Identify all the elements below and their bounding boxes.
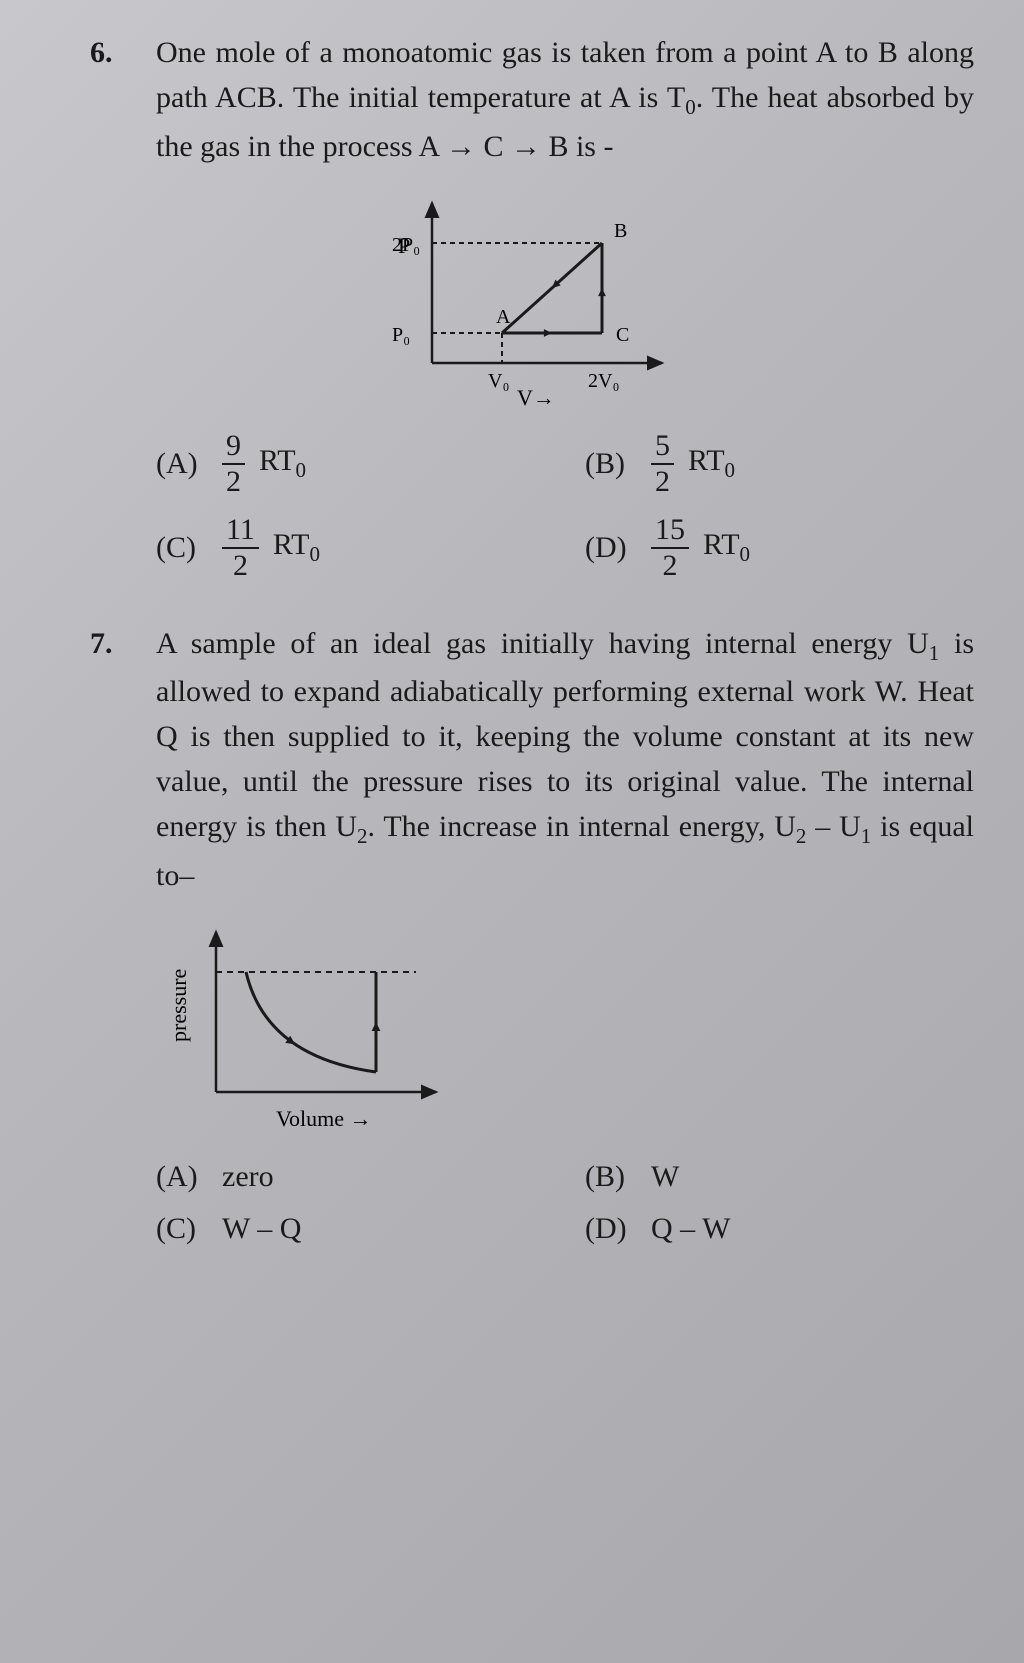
q6-option-a: (A) 9 2 RT0 <box>156 431 545 497</box>
q6-option-b: (B) 5 2 RT0 <box>585 431 974 497</box>
q6-option-c: (C) 11 2 RT0 <box>156 515 545 581</box>
q6-optB-sub: 0 <box>725 458 736 482</box>
question-6-row: 6. One mole of a monoatomic gas is taken… <box>90 30 974 169</box>
q7-text-d: – U <box>806 810 860 843</box>
q6-optD-den: 2 <box>663 549 678 581</box>
q7-u1-sub: 1 <box>929 641 940 665</box>
q6-option-d: (D) 15 2 RT0 <box>585 515 974 581</box>
q6-optA-frac: 9 2 <box>222 431 245 497</box>
q6-optD-frac: 15 2 <box>651 515 689 581</box>
q6-optC-frac: 11 2 <box>222 515 259 581</box>
q6-optD-tail: RT0 <box>703 528 750 567</box>
q7-diagram-wrap: pressure Volume → <box>156 912 974 1142</box>
q7-optB-text: W <box>651 1160 679 1194</box>
svg-text:Volume →: Volume → <box>276 1106 372 1131</box>
q6-options: (A) 9 2 RT0 (B) 5 2 RT0 (C) 11 2 RT0 (D) <box>156 431 974 581</box>
q7-text-c: . The increase in internal energy, U <box>368 810 796 843</box>
svg-text:pressure: pressure <box>166 968 191 1041</box>
svg-text:V₀: V₀ <box>488 370 509 392</box>
q6-optD-sub: 0 <box>740 542 751 566</box>
q7-text-a: A sample of an ideal gas initially havin… <box>156 627 929 660</box>
svg-text:C: C <box>616 324 629 346</box>
svg-text:2V₀: 2V₀ <box>588 370 619 392</box>
q6-pv-diagram: PV→P₀2P₀V₀2V₀ABC <box>382 183 682 413</box>
q6-optA-sub: 0 <box>296 458 307 482</box>
q6-optA-rt: RT <box>259 444 296 477</box>
q6-optB-tail: RT0 <box>688 444 735 483</box>
q6-optB-rt: RT <box>688 444 725 477</box>
q7-optA-label: (A) <box>156 1160 208 1194</box>
q6-optA-num: 9 <box>222 431 245 465</box>
q6-optD-num: 15 <box>651 515 689 549</box>
q6-optC-sub: 0 <box>309 542 320 566</box>
q6-optA-den: 2 <box>226 465 241 497</box>
svg-text:B: B <box>614 220 627 242</box>
svg-text:2P₀: 2P₀ <box>392 234 420 256</box>
q7-optD-text: Q – W <box>651 1212 730 1246</box>
q6-optC-num: 11 <box>222 515 259 549</box>
q7-options: (A) zero (B) W (C) W – Q (D) Q – W <box>156 1160 974 1246</box>
q6-optB-label: (B) <box>585 447 637 481</box>
q7-optB-label: (B) <box>585 1160 637 1194</box>
q7-optA-text: zero <box>222 1160 274 1194</box>
svg-text:P₀: P₀ <box>392 324 410 346</box>
question-6-number: 6. <box>90 36 128 70</box>
q6-t0-sub: 0 <box>685 95 696 119</box>
q6-optC-tail: RT0 <box>273 528 320 567</box>
q6-optB-num: 5 <box>651 431 674 465</box>
q7-optC-label: (C) <box>156 1212 208 1246</box>
q7-u2b-sub: 2 <box>796 824 807 848</box>
q6-optD-label: (D) <box>585 531 637 565</box>
question-7-row: 7. A sample of an ideal gas initially ha… <box>90 621 974 898</box>
q6-optA-label: (A) <box>156 447 208 481</box>
q7-option-d: (D) Q – W <box>585 1212 974 1246</box>
q6-optD-rt: RT <box>703 528 740 561</box>
q6-optB-den: 2 <box>655 465 670 497</box>
question-6-text: One mole of a monoatomic gas is taken fr… <box>156 30 974 169</box>
question-7: 7. A sample of an ideal gas initially ha… <box>90 621 974 1246</box>
q6-optC-den: 2 <box>233 549 248 581</box>
q7-optC-text: W – Q <box>222 1212 301 1246</box>
question-7-text: A sample of an ideal gas initially havin… <box>156 621 974 898</box>
svg-text:V→: V→ <box>517 385 555 410</box>
q7-pv-diagram: pressure Volume → <box>156 912 456 1142</box>
question-7-number: 7. <box>90 627 128 661</box>
q7-optD-label: (D) <box>585 1212 637 1246</box>
q6-optC-rt: RT <box>273 528 310 561</box>
q7-option-c: (C) W – Q <box>156 1212 545 1246</box>
q7-u1b-sub: 1 <box>861 824 872 848</box>
q6-optA-tail: RT0 <box>259 444 306 483</box>
q6-optB-frac: 5 2 <box>651 431 674 497</box>
q6-diagram-wrap: PV→P₀2P₀V₀2V₀ABC <box>90 183 974 413</box>
svg-text:A: A <box>496 306 511 328</box>
q7-u2-sub: 2 <box>357 824 368 848</box>
question-6: 6. One mole of a monoatomic gas is taken… <box>90 30 974 581</box>
q7-option-a: (A) zero <box>156 1160 545 1194</box>
q7-option-b: (B) W <box>585 1160 974 1194</box>
q6-optC-label: (C) <box>156 531 208 565</box>
